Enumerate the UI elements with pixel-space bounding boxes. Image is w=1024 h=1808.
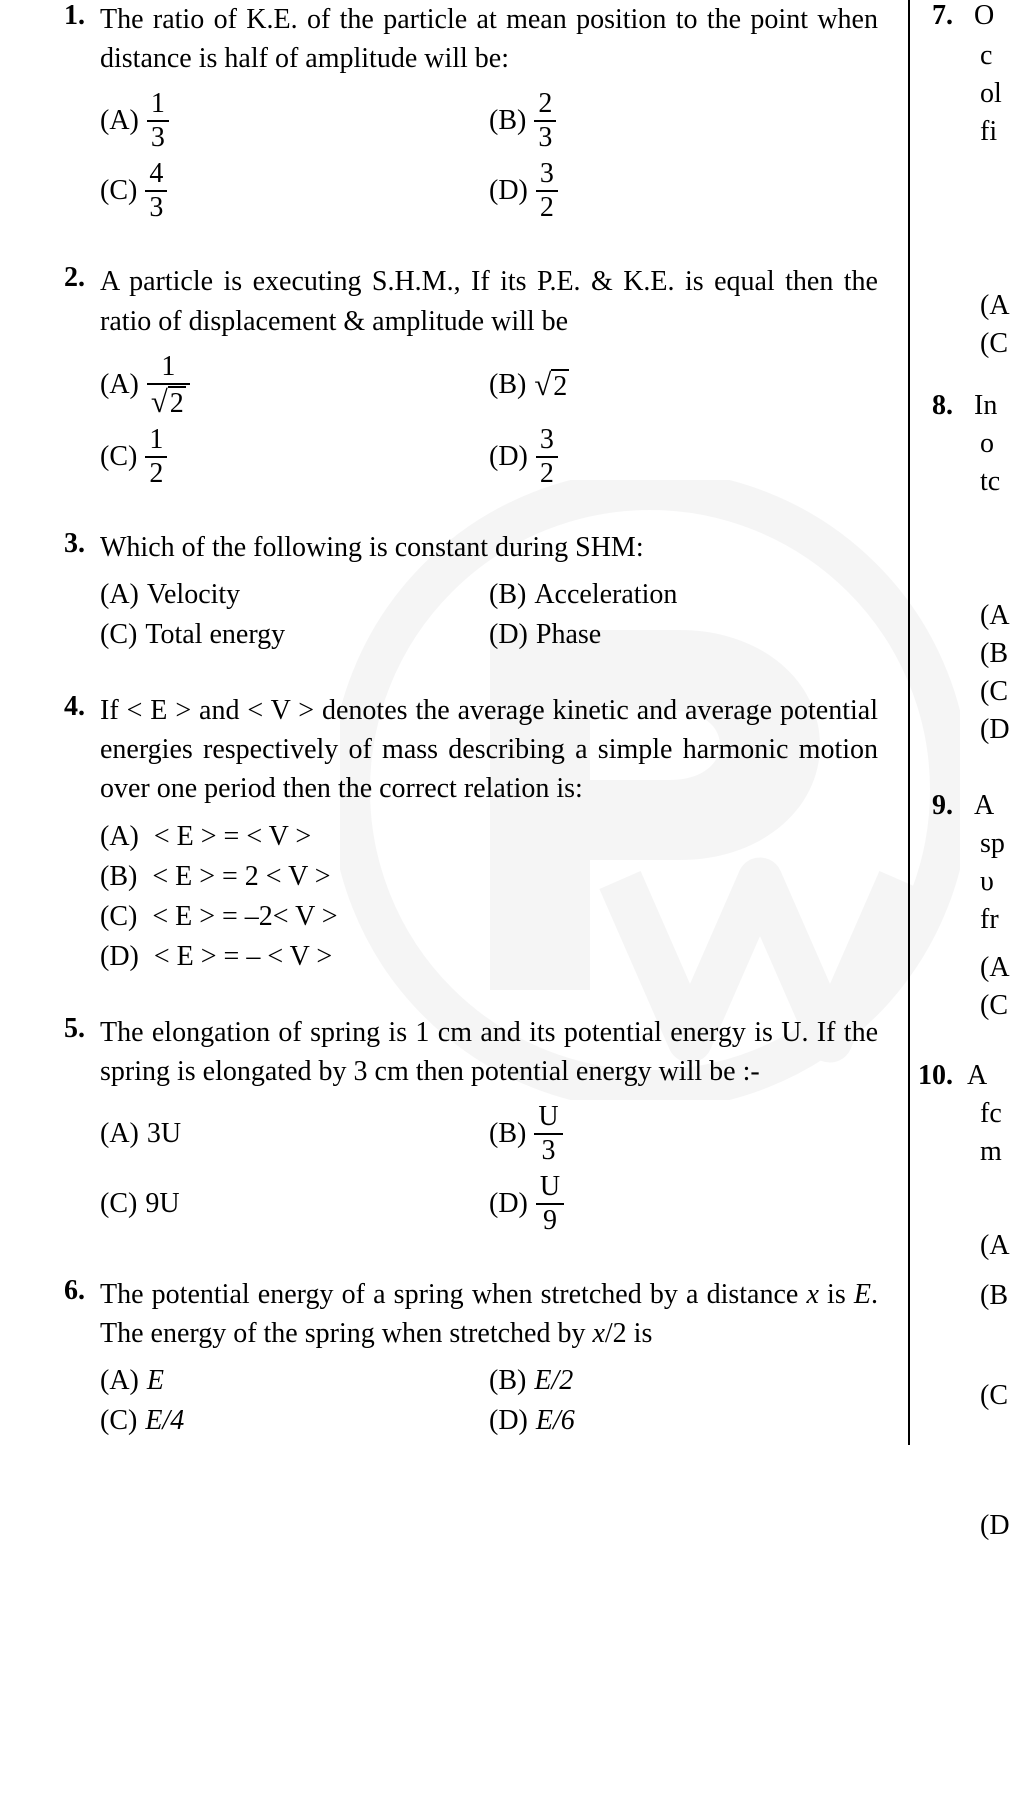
q2-number: 2. [40, 262, 85, 294]
q6-option-b: (B)E/2 [489, 1365, 878, 1397]
q2-option-d: (D) 32 [489, 426, 878, 488]
question-4: 4. If < E > and < V > denotes the averag… [100, 691, 878, 973]
right-column: 7. O c ol fi (A (C 8. In o tc (A (B (C (… [910, 0, 1024, 1445]
q10-fragment: 10. A [918, 1060, 987, 1092]
q4-option-d: (D) < E > = – < V > [100, 941, 878, 973]
q3-option-d: (D)Phase [489, 619, 878, 651]
q3-option-c: (C)Total energy [100, 619, 489, 651]
q3-text: Which of the following is constant durin… [100, 528, 878, 567]
q7-fragment: 7. O [932, 0, 994, 32]
q6-text: The potential energy of a spring when st… [100, 1275, 878, 1353]
q1-option-c: (C) 43 [100, 160, 489, 222]
question-3: 3. Which of the following is constant du… [100, 528, 878, 651]
question-6: 6. The potential energy of a spring when… [100, 1275, 878, 1437]
q4-text: If < E > and < V > denotes the average k… [100, 691, 878, 809]
q5-option-b: (B) U3 [489, 1103, 878, 1165]
q6-number: 6. [40, 1275, 85, 1307]
q2-option-b: (B) √2 [489, 353, 878, 418]
q1-option-d: (D) 32 [489, 160, 878, 222]
q2-option-a: (A) 1 √2 [100, 353, 489, 418]
q6-option-c: (C)E/4 [100, 1405, 489, 1437]
q1-text: The ratio of K.E. of the particle at mea… [100, 0, 878, 78]
question-2: 2. A particle is executing S.H.M., If it… [100, 262, 878, 487]
q4-option-a: (A) < E > = < V > [100, 821, 878, 853]
q9-fragment: 9. A [932, 790, 994, 822]
q4-option-b: (B) < E > = 2 < V > [100, 861, 878, 893]
question-5: 5. The elongation of spring is 1 cm and … [100, 1013, 878, 1235]
q3-option-b: (B)Acceleration [489, 579, 878, 611]
q5-number: 5. [40, 1013, 85, 1045]
q3-number: 3. [40, 528, 85, 560]
q6-option-a: (A)E [100, 1365, 489, 1397]
q3-option-a: (A)Velocity [100, 579, 489, 611]
left-column: 1. The ratio of K.E. of the particle at … [0, 0, 910, 1445]
q5-option-c: (C)9U [100, 1173, 489, 1235]
q5-option-d: (D) U9 [489, 1173, 878, 1235]
q1-option-a: (A) 13 [100, 90, 489, 152]
q1-option-b: (B) 23 [489, 90, 878, 152]
q8-fragment: 8. In [932, 390, 997, 422]
q5-option-a: (A)3U [100, 1103, 489, 1165]
q1-number: 1. [40, 0, 85, 32]
question-1: 1. The ratio of K.E. of the particle at … [100, 0, 878, 222]
q4-option-c: (C) < E > = –2< V > [100, 901, 878, 933]
q2-option-c: (C) 12 [100, 426, 489, 488]
q2-text: A particle is executing S.H.M., If its P… [100, 262, 878, 340]
q6-option-d: (D)E/6 [489, 1405, 878, 1437]
q4-number: 4. [40, 691, 85, 723]
q5-text: The elongation of spring is 1 cm and its… [100, 1013, 878, 1091]
